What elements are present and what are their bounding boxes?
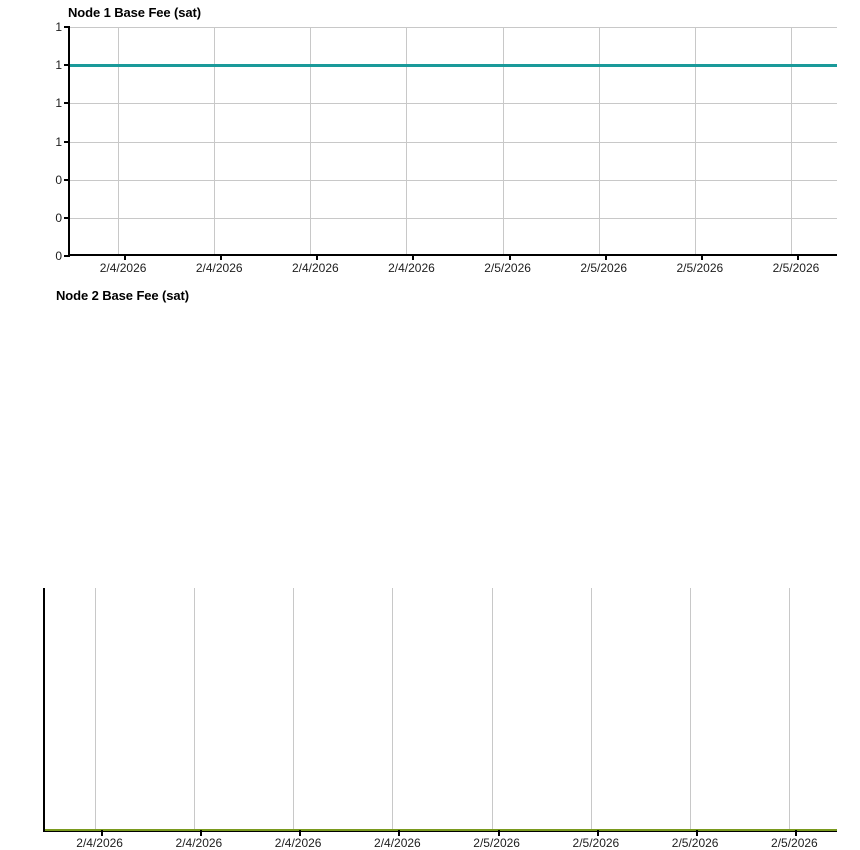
- y-axis-tick-label: 1: [55, 20, 62, 34]
- x-axis-tick: [796, 254, 799, 260]
- chart-title-node-1: Node 1 Base Fee (sat): [68, 5, 202, 20]
- gridline-vertical: [118, 27, 120, 254]
- gridline-vertical: [392, 588, 394, 830]
- y-axis-tick: [64, 178, 70, 181]
- x-axis-tick-label: 2/5/2026: [473, 836, 520, 850]
- x-axis-tick-label: 2/5/2026: [676, 261, 724, 275]
- x-axis-tick-label: 2/4/2026: [99, 261, 147, 275]
- gridline-vertical: [502, 27, 504, 254]
- gridline-vertical: [790, 27, 792, 254]
- x-axis-tick: [604, 254, 607, 260]
- x-axis-tick: [124, 254, 127, 260]
- y-axis-tick-label: 1: [55, 58, 62, 73]
- x-axis-tick: [508, 254, 511, 260]
- x-axis-tick: [316, 254, 319, 260]
- y-axis-labels-chart-1: 1 1 1 1 0 0 0: [30, 20, 62, 263]
- x-axis-tick-label: 2/4/2026: [291, 261, 339, 275]
- chart-node-2-base-fee: Node 2 Base Fee (sat) 2/4/2026 2/4/2026 2/…: [0, 283, 860, 850]
- gridline-vertical: [491, 588, 493, 830]
- x-axis-tick: [412, 254, 415, 260]
- x-axis-tick-label: 2/5/2026: [772, 261, 820, 275]
- x-axis-tick-label: 2/4/2026: [374, 836, 421, 850]
- y-axis-tick-label: 1: [55, 134, 62, 149]
- y-axis-tick-label: 0: [55, 210, 62, 225]
- x-axis-tick-label: 2/5/2026: [771, 836, 818, 850]
- y-axis-tick-label: 0: [55, 249, 62, 263]
- gridline-vertical: [590, 588, 592, 830]
- x-axis-tick-label: 2/4/2026: [274, 836, 322, 850]
- y-axis-tick: [64, 255, 70, 257]
- x-axis-tick-label: 2/5/2026: [580, 261, 628, 275]
- gridline-vertical: [293, 588, 295, 830]
- y-axis-tick: [64, 102, 70, 105]
- gridline-horizontal: [70, 179, 837, 181]
- x-axis-tick-label: 2/5/2026: [572, 836, 620, 850]
- x-axis-tick-label: 2/4/2026: [76, 836, 123, 850]
- gridline-vertical: [193, 588, 195, 830]
- gridline-horizontal: [70, 103, 837, 105]
- gridline-vertical: [406, 27, 408, 254]
- gridline-vertical: [690, 588, 692, 830]
- series-line-node-1-base-fee: [70, 63, 837, 67]
- x-axis-tick-label: 2/5/2026: [484, 261, 531, 275]
- gridline-horizontal: [70, 27, 837, 28]
- x-axis-tick-label: 2/4/2026: [175, 836, 223, 850]
- y-axis-tick: [64, 64, 70, 67]
- y-axis-tick-label: 1: [55, 96, 62, 111]
- x-axis-tick-label: 2/4/2026: [195, 261, 243, 275]
- chart-node-1-base-fee: Node 1 Base Fee (sat) 1 1 1 1 0 0 0 2/4/2026 2/…: [0, 0, 860, 283]
- x-axis-tick: [700, 254, 703, 260]
- x-axis-tick-label: 2/4/2026: [388, 261, 435, 275]
- y-axis-tick: [64, 216, 70, 219]
- series-line-node-2-base-fee: [45, 829, 837, 831]
- gridline-vertical: [310, 27, 312, 254]
- plot-area-chart-2: [43, 588, 837, 836]
- gridline-horizontal: [70, 141, 837, 143]
- gridline-vertical: [789, 588, 791, 830]
- gridline-vertical: [94, 588, 96, 830]
- gridline-vertical: [214, 27, 216, 254]
- chart-title-node-2: Node 2 Base Fee (sat): [56, 288, 190, 303]
- y-axis-tick: [64, 26, 70, 28]
- gridline-vertical: [598, 27, 600, 254]
- x-axis-tick: [220, 254, 223, 260]
- x-axis-tick-label: 2/5/2026: [671, 836, 719, 850]
- plot-area-chart-1: [64, 26, 837, 260]
- gridline-vertical: [694, 27, 696, 254]
- y-axis-tick-label: 0: [55, 172, 62, 187]
- y-axis-tick: [64, 140, 70, 143]
- gridline-horizontal: [70, 217, 837, 219]
